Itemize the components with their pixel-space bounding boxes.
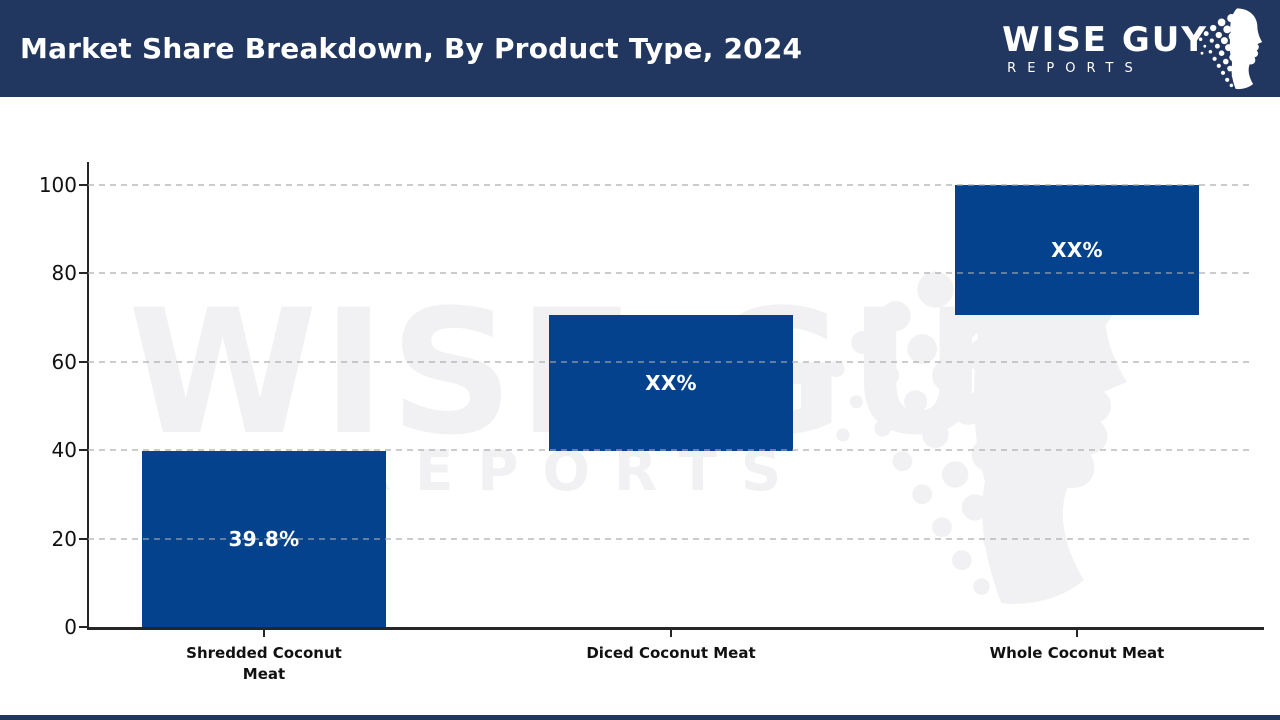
y-tick-label: 80: [51, 261, 77, 286]
y-tick-mark: [79, 272, 87, 275]
y-tick-mark: [79, 360, 87, 363]
header: Market Share Breakdown, By Product Type,…: [0, 0, 1280, 97]
wiseguy-logo: WISE GUY REPORTS: [1002, 7, 1266, 91]
dotted-face-profile-icon: [1198, 7, 1263, 89]
y-tick-mark: [79, 449, 87, 452]
gridline: [88, 184, 1252, 186]
y-axis-line: [87, 162, 89, 629]
x-category-label: Diced Coconut Meat: [586, 644, 756, 662]
y-tick-label: 100: [38, 173, 77, 197]
bar-value-label: 39.8%: [228, 527, 300, 552]
y-tick-mark: [79, 184, 87, 186]
gridline: [88, 537, 1252, 540]
x-axis-line: [87, 627, 1264, 630]
bar: [549, 314, 793, 452]
y-tick-mark: [79, 537, 87, 540]
gridline: [88, 272, 1252, 275]
logo-text: WISE GUY REPORTS: [1002, 23, 1208, 75]
x-tick-mark: [263, 629, 265, 637]
y-tick-label: 40: [51, 438, 77, 463]
footer-bar: [0, 715, 1280, 720]
x-category-label: Whole Coconut Meat: [989, 644, 1165, 662]
chart: WISE GUY REPORTS 0 20 40 60 80 100 39.8% Shredd…: [0, 97, 1280, 715]
x-tick-mark: [1076, 629, 1078, 637]
page-title: Market Share Breakdown, By Product Type,…: [20, 32, 803, 65]
bar-value-label: XX%: [1051, 237, 1103, 262]
y-tick-label: 20: [51, 526, 77, 551]
gridline: [88, 360, 1252, 363]
y-tick-label: 0: [64, 615, 77, 639]
gridline: [88, 449, 1252, 452]
bar-value-label: XX%: [645, 371, 697, 395]
logo-subtitle: REPORTS: [1007, 60, 1144, 76]
logo-wordmark: WISE GUY: [1002, 19, 1208, 60]
x-tick-mark: [670, 629, 672, 637]
y-tick-mark: [79, 626, 87, 628]
x-category-label: Shredded Coconut Meat: [186, 644, 342, 683]
y-tick-label: 60: [51, 349, 77, 374]
